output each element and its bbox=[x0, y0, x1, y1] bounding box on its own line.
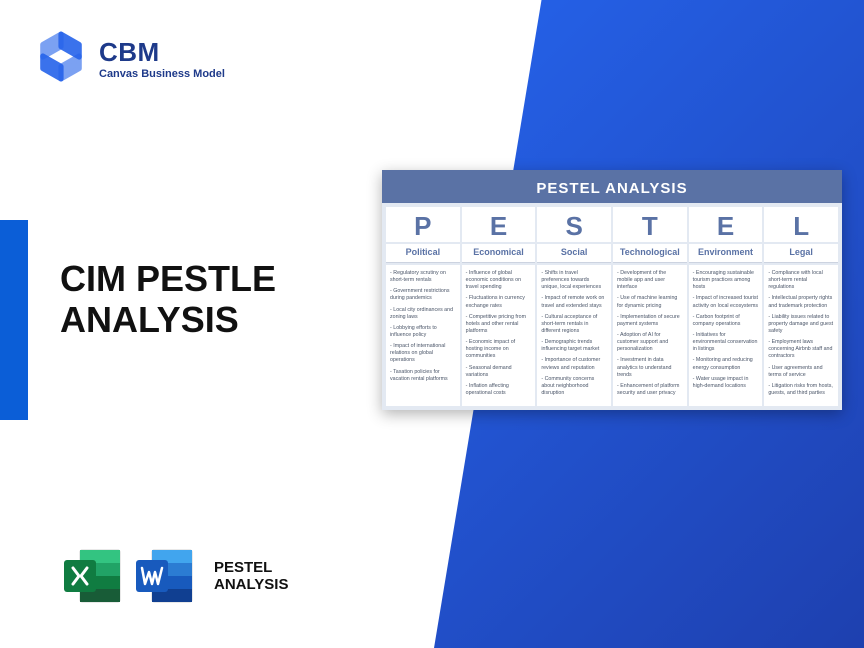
pestel-item: Intellectual property rights and tradema… bbox=[768, 295, 834, 309]
pestel-title: PESTEL ANALYSIS bbox=[382, 170, 842, 203]
pestel-column-items: Compliance with local short-term rental … bbox=[764, 265, 838, 406]
footer-label-2: ANALYSIS bbox=[214, 576, 288, 593]
pestel-item: Impact of international relations on glo… bbox=[390, 343, 456, 364]
pestel-item: Use of machine learning for dynamic pric… bbox=[617, 295, 683, 309]
pestel-item: Investment in data analytics to understa… bbox=[617, 357, 683, 378]
title-line-1: CIM PESTLE bbox=[60, 258, 276, 299]
pestel-letter: E bbox=[462, 207, 536, 242]
pestel-column-name: Legal bbox=[764, 244, 838, 263]
pestel-item: Inflation affecting operational costs bbox=[466, 383, 532, 397]
page-title: CIM PESTLE ANALYSIS bbox=[60, 258, 276, 341]
pestel-item: Fluctuations in currency exchange rates bbox=[466, 295, 532, 309]
brand-tagline: Canvas Business Model bbox=[99, 68, 225, 80]
pestel-item: Seasonal demand variations bbox=[466, 365, 532, 379]
accent-bar bbox=[0, 220, 28, 420]
footer-label-1: PESTEL bbox=[214, 559, 272, 576]
pestel-table: PESTEL ANALYSIS PESTELPoliticalEconomica… bbox=[382, 170, 842, 410]
pestel-item: Employment laws concerning Airbnb staff … bbox=[768, 339, 834, 360]
pestel-letter: E bbox=[689, 207, 763, 242]
pestel-item: Lobbying efforts to influence policy bbox=[390, 325, 456, 339]
pestel-item: Implementation of secure payment systems bbox=[617, 314, 683, 328]
pestel-item: Impact of increased tourist activity on … bbox=[693, 295, 759, 309]
pestel-item: Enhancement of platform security and use… bbox=[617, 383, 683, 397]
pestel-item: Adoption of AI for customer support and … bbox=[617, 332, 683, 353]
pestel-column-items: Encouraging sustainable tourism practice… bbox=[689, 265, 763, 406]
pestel-item: Taxation policies for vacation rental pl… bbox=[390, 369, 456, 383]
pestel-column-name: Economical bbox=[462, 244, 536, 263]
pestel-item: Importance of customer reviews and reput… bbox=[541, 357, 607, 371]
pestel-column-items: Development of the mobile app and user i… bbox=[613, 265, 687, 406]
pestel-item: Litigation risks from hosts, guests, and… bbox=[768, 383, 834, 397]
pestel-item: Development of the mobile app and user i… bbox=[617, 270, 683, 291]
pestel-item: Competitive pricing from hotels and othe… bbox=[466, 314, 532, 335]
pestel-item: Local city ordinances and zoning laws bbox=[390, 307, 456, 321]
pestel-column-name: Environment bbox=[689, 244, 763, 263]
pestel-item: Monitoring and reducing energy consumpti… bbox=[693, 357, 759, 371]
pestel-item: Community concerns about neighborhood di… bbox=[541, 376, 607, 397]
file-icons-row: PESTEL ANALYSIS bbox=[60, 544, 288, 608]
pestel-item: Shifts in travel preferences towards uni… bbox=[541, 270, 607, 291]
title-line-2: ANALYSIS bbox=[60, 299, 239, 340]
pestel-item: Impact of remote work on travel and exte… bbox=[541, 295, 607, 309]
pestel-item: Liability issues related to property dam… bbox=[768, 314, 834, 335]
word-icon bbox=[132, 544, 196, 608]
pestel-column-name: Social bbox=[537, 244, 611, 263]
pestel-item: Influence of global economic conditions … bbox=[466, 270, 532, 291]
pestel-letter: L bbox=[764, 207, 838, 242]
pestel-item: Regulatory scrutiny on short-term rental… bbox=[390, 270, 456, 284]
pestel-item: User agreements and terms of service bbox=[768, 365, 834, 379]
pestel-item: Carbon footprint of company operations bbox=[693, 314, 759, 328]
pestel-letter: P bbox=[386, 207, 460, 242]
pestel-item: Demographic trends influencing target ma… bbox=[541, 339, 607, 353]
logo: CBM Canvas Business Model bbox=[35, 30, 225, 87]
pestel-column-items: Influence of global economic conditions … bbox=[462, 265, 536, 406]
pestel-column-items: Shifts in travel preferences towards uni… bbox=[537, 265, 611, 406]
pestel-item: Cultural acceptance of short-term rental… bbox=[541, 314, 607, 335]
pestel-item: Encouraging sustainable tourism practice… bbox=[693, 270, 759, 291]
excel-icon bbox=[60, 544, 124, 608]
brand-name: CBM bbox=[99, 37, 225, 68]
logo-icon bbox=[35, 30, 87, 87]
pestel-column-name: Technological bbox=[613, 244, 687, 263]
pestel-item: Compliance with local short-term rental … bbox=[768, 270, 834, 291]
pestel-item: Economic impact of hosting income on com… bbox=[466, 339, 532, 360]
pestel-item: Initiatives for environmental conservati… bbox=[693, 332, 759, 353]
pestel-column-items: Regulatory scrutiny on short-term rental… bbox=[386, 265, 460, 406]
pestel-letter: T bbox=[613, 207, 687, 242]
pestel-item: Government restrictions during pandemics bbox=[390, 288, 456, 302]
pestel-item: Water usage impact in high-demand locati… bbox=[693, 376, 759, 390]
pestel-letter: S bbox=[537, 207, 611, 242]
footer-label: PESTEL ANALYSIS bbox=[214, 559, 288, 594]
pestel-column-name: Political bbox=[386, 244, 460, 263]
